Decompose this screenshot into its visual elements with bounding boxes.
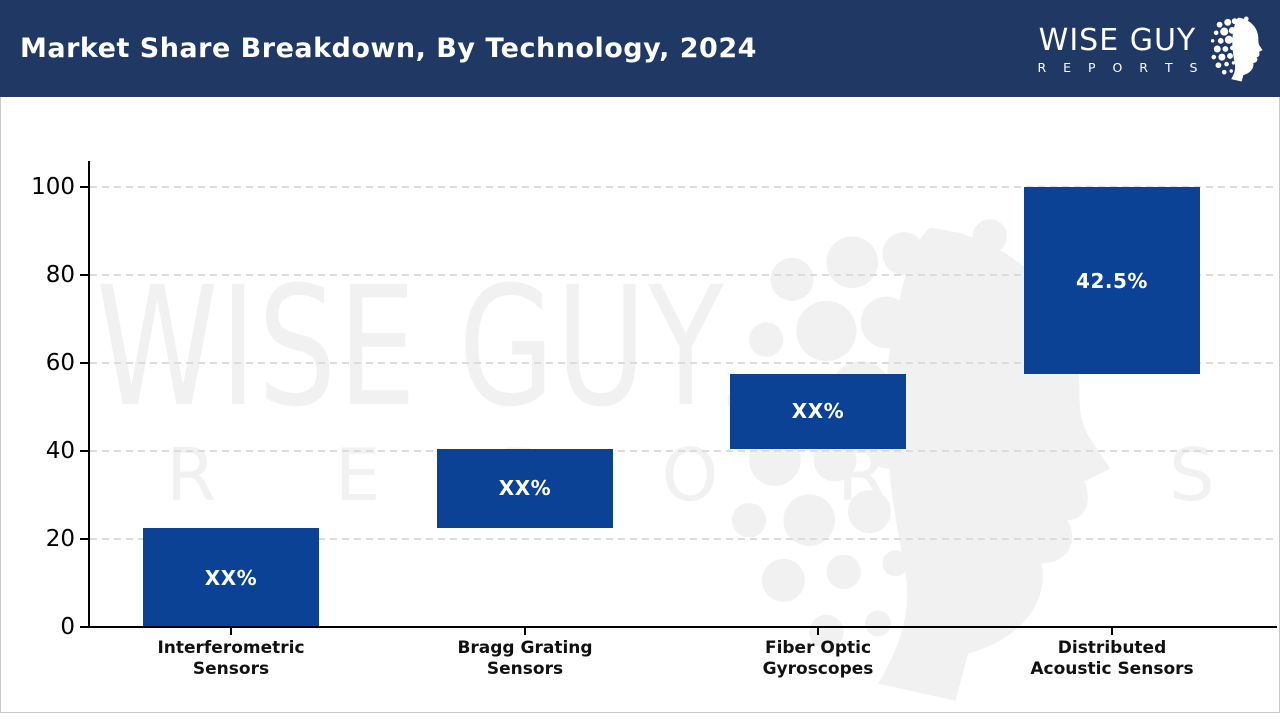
x-tick-mark-3 [1111, 628, 1113, 635]
gridline-100 [90, 186, 1277, 188]
page-title: Market Share Breakdown, By Technology, 2… [20, 33, 757, 64]
watermark-wordmark: WISE GUY [96, 251, 726, 443]
y-tick-label-40: 40 [45, 438, 75, 464]
y-tick-label-100: 100 [31, 174, 75, 200]
y-axis-line [88, 161, 90, 628]
y-tick-label-20: 20 [45, 526, 75, 552]
category-label-line2-3: Acoustic Sensors [1030, 659, 1194, 679]
bar-value-label-1: XX% [498, 476, 552, 501]
category-label-line1-3: Distributed [1057, 638, 1167, 658]
y-tick-mark-80 [80, 274, 89, 276]
bar-value-label-0: XX% [204, 565, 258, 590]
y-tick-label-80: 80 [45, 262, 75, 288]
gridline-20 [90, 538, 1277, 540]
category-label-line2-2: Gyroscopes [762, 659, 874, 679]
y-tick-mark-20 [80, 538, 89, 540]
wise-guy-logo: WISE GUY R E P O R T S [1031, 6, 1266, 92]
category-label-1: Bragg Grating Sensors [395, 638, 655, 680]
logo-text: WISE GUY R E P O R T S [1031, 22, 1204, 75]
y-tick-label-0: 0 [60, 614, 75, 640]
x-tick-mark-1 [524, 628, 526, 635]
logo-subtitle: R E P O R T S [1037, 59, 1204, 75]
category-label-line1-1: Bragg Grating [457, 638, 593, 658]
bar-value-label-2: XX% [791, 399, 845, 424]
category-label-3: Distributed Acoustic Sensors [982, 638, 1242, 680]
category-label-line2-1: Sensors [486, 659, 564, 679]
logo-face-icon [1210, 16, 1263, 82]
plot: 0 20 40 60 80 100 XX% Interferometric Sensors XX%… [1, 97, 1279, 712]
bar-segment-2: XX% [730, 374, 906, 449]
y-tick-mark-40 [80, 450, 89, 452]
bar-segment-0: XX% [143, 528, 319, 627]
bar-segment-3: 42.5% [1024, 187, 1200, 374]
category-label-line2-0: Sensors [192, 659, 270, 679]
x-axis-line [88, 626, 1277, 628]
category-label-line1-2: Fiber Optic [764, 638, 872, 658]
x-tick-mark-0 [230, 628, 232, 635]
y-tick-mark-60 [80, 362, 89, 364]
x-tick-mark-2 [817, 628, 819, 635]
y-tick-mark-100 [80, 186, 89, 188]
category-label-line1-0: Interferometric [157, 638, 305, 658]
gridline-80 [90, 274, 1277, 276]
bar-value-label-3: 42.5% [1076, 268, 1148, 293]
gridline-60 [90, 362, 1277, 364]
category-label-2: Fiber Optic Gyroscopes [688, 638, 948, 680]
category-label-0: Interferometric Sensors [101, 638, 361, 680]
logo-wordmark: WISE GUY [1038, 22, 1197, 58]
header-bar: Market Share Breakdown, By Technology, 2… [0, 0, 1280, 97]
bar-segment-1: XX% [437, 448, 613, 528]
y-tick-mark-0 [80, 626, 89, 628]
y-tick-label-60: 60 [45, 350, 75, 376]
chart-area: WISE GUY R E P O R T S 0 20 40 60 80 100 XX% In… [0, 97, 1280, 713]
gridline-40 [90, 450, 1277, 452]
